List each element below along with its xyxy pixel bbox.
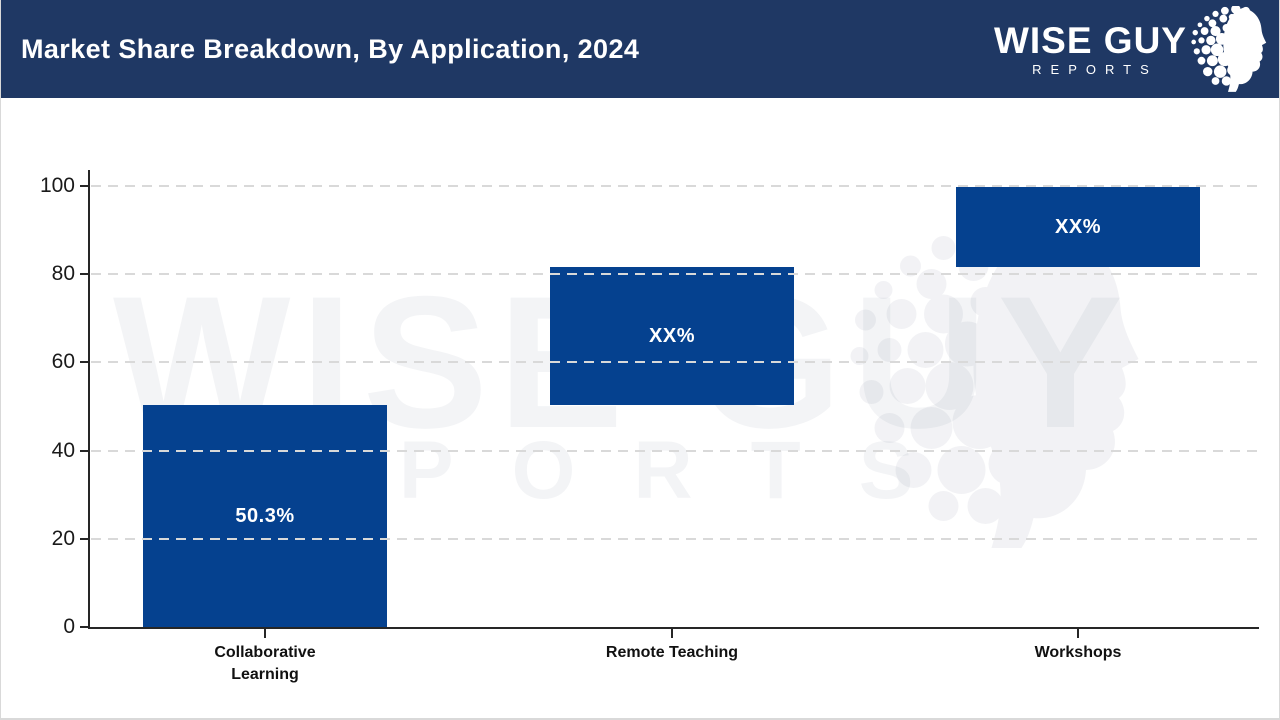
- x-category-label-collaborative-learning: Collaborative Learning: [214, 644, 316, 683]
- gridline-y-80: [91, 273, 1258, 276]
- x-tick-mark: [1077, 629, 1079, 638]
- y-tick-label: 0: [63, 615, 75, 638]
- bar-chart: 50.3% XX% XX% 0 20 40 60 80 100 Collaborative Lea…: [1, 98, 1279, 718]
- y-tick-mark: [80, 361, 89, 364]
- x-category-label-remote-teaching: Remote Teaching: [605, 644, 739, 661]
- x-category-label-workshops: Workshops: [1034, 644, 1122, 661]
- y-tick-label: 60: [51, 350, 75, 374]
- dotted-head-icon: [1191, 6, 1267, 92]
- wise-guy-reports-logo: WISE GUY REPORTS: [994, 6, 1267, 92]
- y-tick-mark: [80, 273, 89, 276]
- logo-text: WISE GUY REPORTS: [994, 22, 1187, 77]
- bar-value-label: XX%: [649, 324, 695, 347]
- header-band: Market Share Breakdown, By Application, …: [1, 0, 1279, 98]
- gridline-y-40: [91, 449, 1258, 452]
- gridline-y-60: [91, 361, 1258, 364]
- y-tick-mark: [80, 449, 89, 452]
- y-tick-label: 80: [51, 262, 75, 286]
- y-tick-label: 100: [39, 174, 75, 197]
- y-tick-label: 20: [51, 526, 75, 550]
- y-tick-label: 40: [51, 438, 75, 462]
- gridline-y-100: [91, 185, 1258, 187]
- gridline-y-20: [91, 537, 1258, 540]
- y-axis-line: [88, 170, 90, 629]
- x-tick-mark: [671, 629, 673, 638]
- y-tick-mark: [80, 185, 89, 187]
- bar-workshops: XX%: [956, 186, 1200, 268]
- bar-value-label: XX%: [1055, 215, 1101, 238]
- x-axis-line: [88, 627, 1259, 629]
- bar-value-label: 50.3%: [235, 504, 295, 527]
- y-tick-mark: [80, 626, 89, 628]
- logo-subtitle: REPORTS: [1032, 61, 1158, 77]
- page-title: Market Share Breakdown, By Application, …: [21, 33, 640, 64]
- logo-wordmark: WISE GUY: [993, 19, 1187, 61]
- bar-remote-teaching: XX%: [550, 267, 794, 406]
- y-tick-mark: [80, 537, 89, 540]
- bar-collaborative-learning: 50.3%: [143, 405, 387, 627]
- x-tick-mark: [264, 629, 266, 638]
